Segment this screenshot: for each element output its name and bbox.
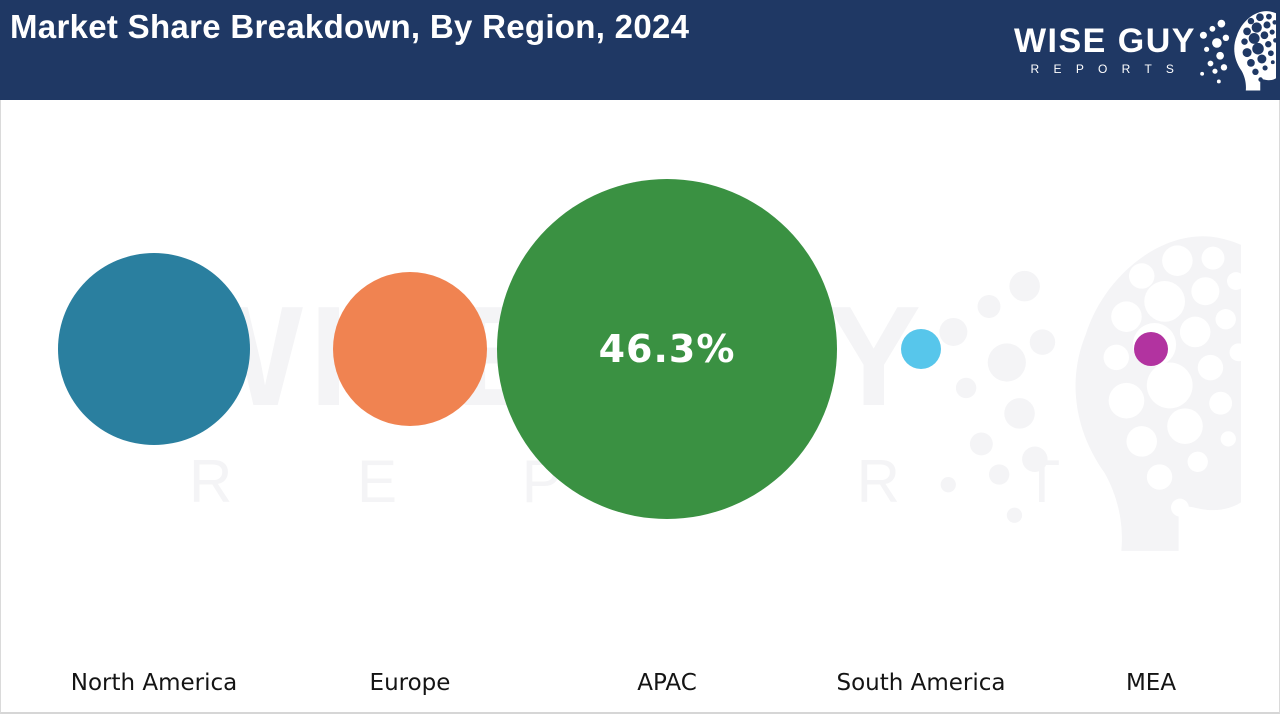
wiseguy-logo: WISE GUY R E P O R T S	[1014, 6, 1276, 94]
category-label-apac: APAC	[637, 670, 697, 696]
bubble-value-label: 46.3%	[598, 327, 736, 371]
bubble-mea[interactable]	[1134, 332, 1168, 366]
bubble-europe[interactable]	[333, 272, 487, 426]
category-label-mea: MEA	[1125, 670, 1177, 696]
bubble-apac[interactable]: 46.3%	[497, 179, 837, 519]
category-label-europe: Europe	[369, 670, 451, 696]
bubble-south-america[interactable]	[901, 329, 941, 369]
category-label-south-america: South America	[836, 670, 1006, 696]
watermark-face-icon	[821, 225, 1241, 556]
wiseguy-face-icon	[1170, 8, 1276, 92]
logo-text: WISE GUY R E P O R T S	[1014, 24, 1196, 76]
category-label-north-america: North America	[70, 670, 238, 696]
header-bar: Market Share Breakdown, By Region, 2024 …	[0, 0, 1280, 100]
logo-wordmark: WISE GUY	[1013, 22, 1196, 60]
logo-subtext: R E P O R T S	[1030, 62, 1180, 76]
bubble-north-america[interactable]	[58, 253, 250, 445]
page-title: Market Share Breakdown, By Region, 2024	[10, 8, 690, 45]
